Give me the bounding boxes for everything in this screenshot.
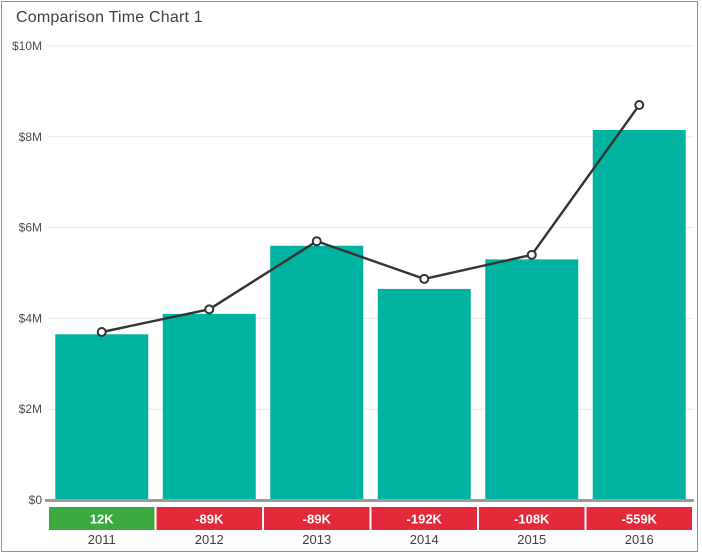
y-axis-tick-label: $6M [19,221,42,235]
y-axis-tick-label: $4M [19,311,42,325]
delta-badge-label-2013: -89K [303,512,332,527]
delta-badge-2014[interactable] [371,507,478,530]
delta-badge-label-2012: -89K [195,512,224,527]
bar-2014[interactable] [377,288,471,500]
line-marker-2013[interactable] [311,236,322,247]
bar-2016[interactable] [592,129,686,500]
bar-2011[interactable] [55,334,149,500]
delta-badge-2015[interactable] [479,507,585,530]
delta-badge-label-2015: -108K [514,512,550,527]
bar-2015[interactable] [485,259,579,500]
line-marker-2015[interactable] [526,249,537,260]
delta-badge-2013[interactable] [264,507,370,530]
delta-badge-2016[interactable] [586,507,693,530]
bar-2012[interactable] [162,313,256,500]
x-axis-label-2014: 2014 [410,532,439,547]
x-axis-label-2011: 2011 [88,532,116,547]
x-axis-label-2016: 2016 [625,532,654,547]
line-marker-2012[interactable] [204,304,215,315]
chart-title: Comparison Time Chart 1 [16,9,203,26]
line-marker-2016[interactable] [634,100,645,111]
delta-badge-2011[interactable] [49,507,155,530]
trend-line [101,104,641,334]
line-marker-2014[interactable] [419,273,430,284]
x-axis-label-2012: 2012 [195,532,224,547]
y-axis-tick-label: $0 [29,493,43,507]
delta-badge-2012[interactable] [156,507,263,530]
y-axis-tick-label: $2M [19,402,42,416]
delta-badge-label-2011: 12K [90,512,114,527]
x-axis-label-2015: 2015 [517,532,546,547]
line-marker-2011[interactable] [96,327,107,338]
y-axis-tick-label: $10M [12,39,42,53]
bar-2013[interactable] [270,245,364,500]
x-axis-label-2013: 2013 [302,532,331,547]
delta-badge-label-2014: -192K [407,512,443,527]
delta-badge-label-2016: -559K [622,512,658,527]
y-axis-tick-label: $8M [19,130,42,144]
